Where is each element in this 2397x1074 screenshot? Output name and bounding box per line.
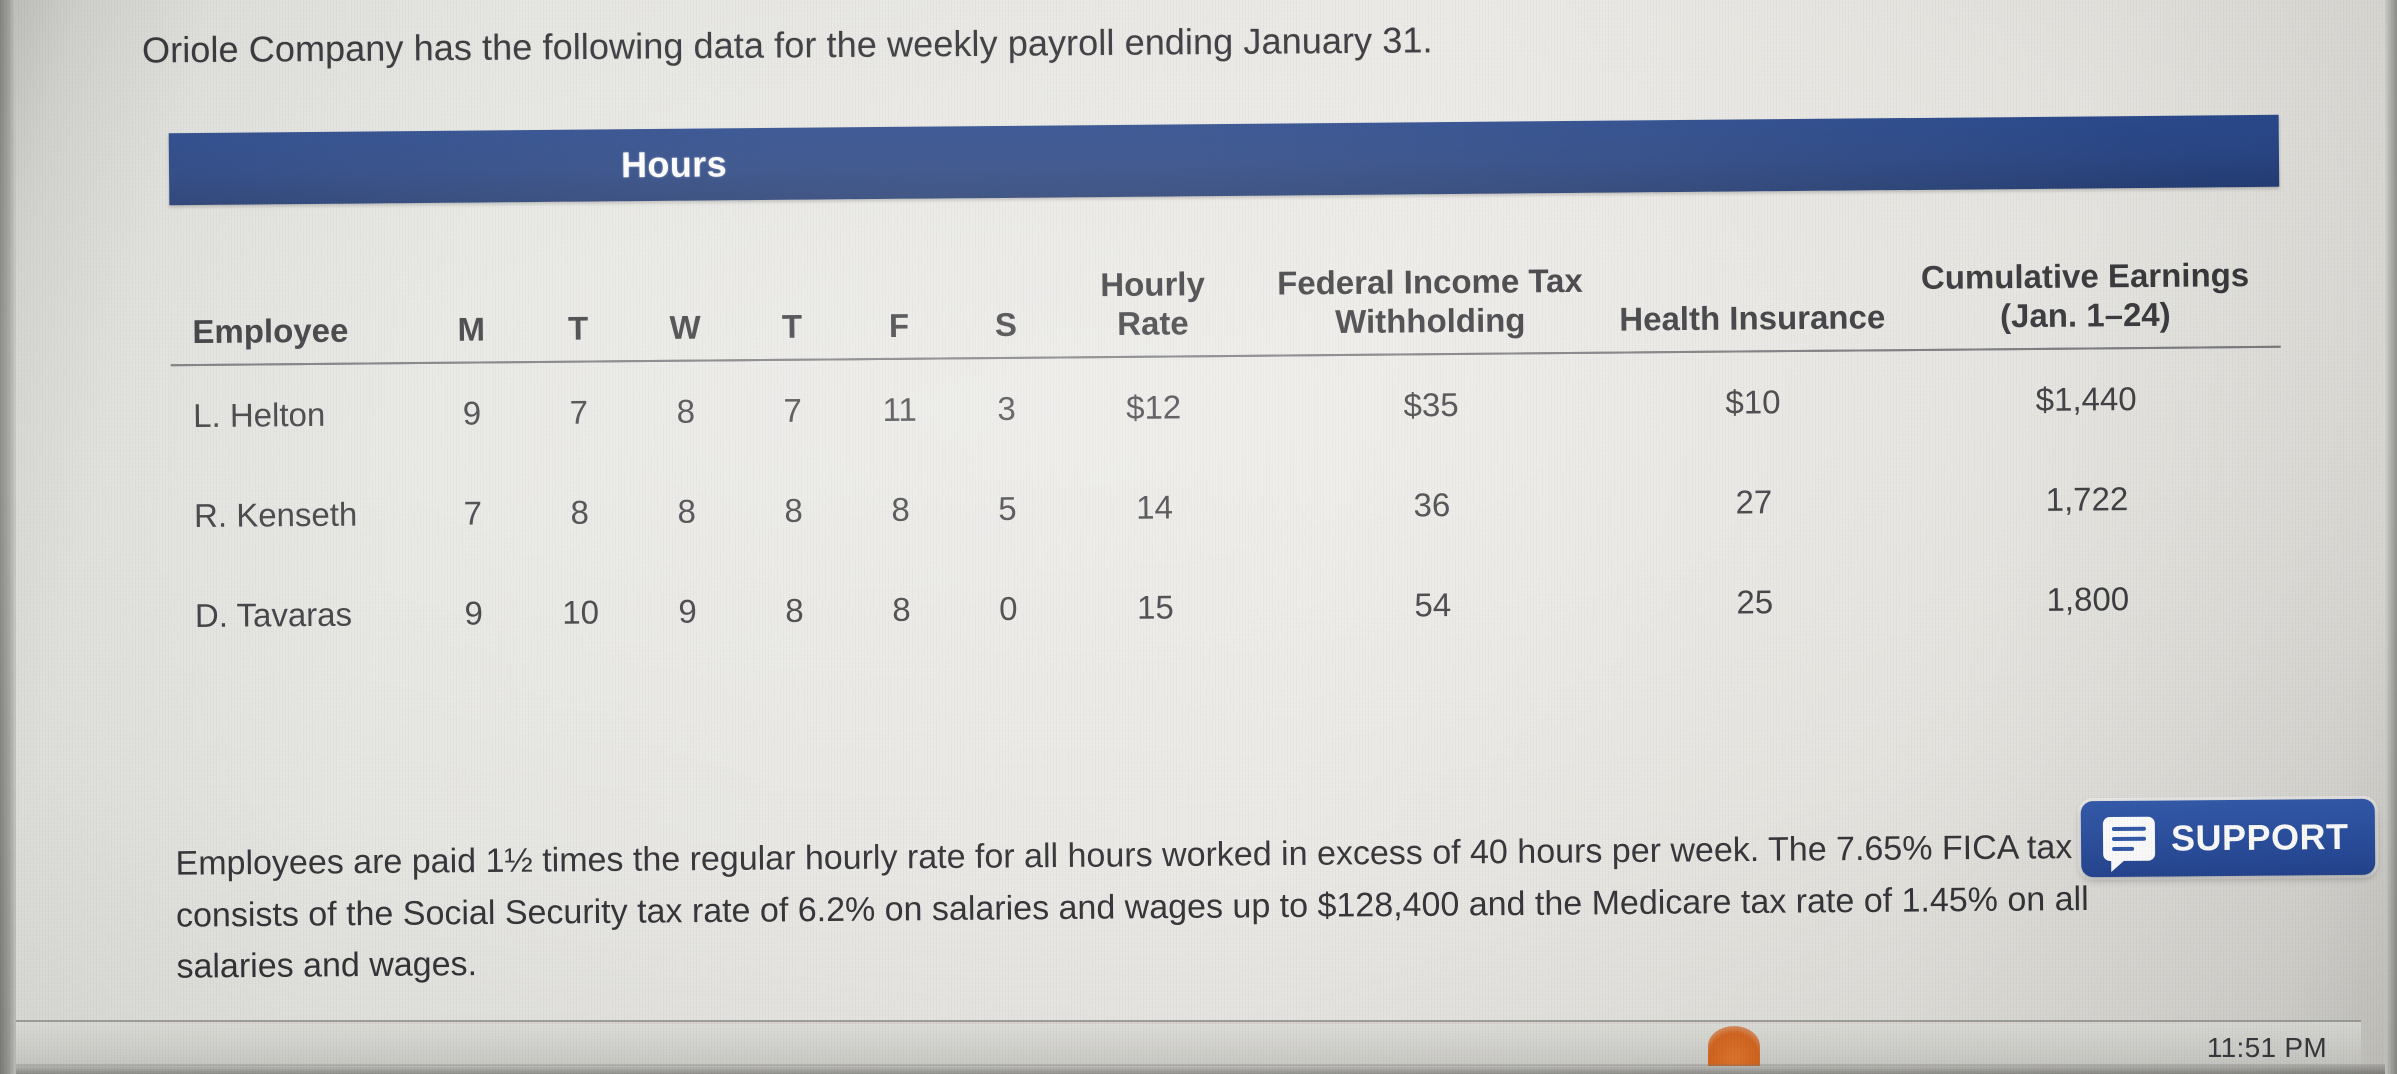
cell-hourly-rate: $12 [1125,388,1182,426]
monitor-bezel-left [0,0,16,1074]
question-prompt: Oriole Company has the following data fo… [141,19,1433,71]
monitor-bezel-right [2385,0,2397,1074]
cell-tuesday: 8 [570,493,590,531]
chat-bubble-icon [2103,816,2156,862]
col-header-hourly-rate: Hourly Rate [1058,195,1247,358]
cell-monday: 9 [464,594,484,632]
cell-cumulative-earnings: 1,722 [2045,479,2129,518]
cell-thursday: 8 [785,591,804,629]
cell-friday: 11 [882,390,917,428]
page-content: Oriole Company has the following data fo… [16,0,2376,1066]
cell-saturday: 0 [999,589,1018,627]
footnote-text: Employees are paid 1½ times the regular … [175,827,2141,987]
cell-cumulative-earnings: $1,440 [2035,380,2137,418]
cell-friday: 8 [891,490,910,528]
cell-hourly-rate: 15 [1136,588,1174,626]
cell-wednesday: 8 [676,392,696,430]
hours-group-header-label: Hours [620,143,728,186]
cell-hourly-rate: 14 [1136,488,1174,526]
support-button[interactable]: SUPPORT [2081,798,2376,878]
taskbar-app-indicator[interactable] [1708,1026,1760,1066]
cell-tuesday: 10 [562,593,600,631]
col-header-friday: F [844,198,953,360]
cell-monday: 9 [462,394,482,432]
cell-wednesday: 9 [678,592,697,630]
col-header-health-insurance: Health Insurance [1613,190,1891,353]
support-button-label: SUPPORT [2171,815,2350,859]
cell-health-insurance: 27 [1735,483,1773,521]
cell-thursday: 8 [784,491,803,529]
monitor-bezel-bottom [0,1064,2397,1074]
cell-employee: R. Kenseth [193,495,358,534]
cell-monday: 7 [463,494,483,532]
cell-tuesday: 7 [569,393,589,431]
cell-saturday: 3 [997,389,1016,427]
table-row: D. Tavaras 9 10 9 8 8 0 15 54 25 1,800 [172,547,2283,665]
table-header-row: Employee M T W T F S Hourly Rate Federal… [169,186,2281,366]
col-header-thursday: T [737,199,846,361]
col-header-wednesday: W [630,200,739,362]
col-header-federal-income-tax-withholding: Federal Income Tax Withholding [1245,192,1615,356]
cell-health-insurance: 25 [1736,582,1774,621]
col-header-saturday: S [951,197,1060,359]
taskbar: 11:51 PM [16,1020,2361,1066]
cell-employee: L. Helton [193,395,326,435]
payroll-table: Employee M T W T F S Hourly Rate Federal… [169,186,2283,666]
cell-federal-tax: 54 [1414,585,1452,624]
cell-wednesday: 8 [677,492,697,530]
taskbar-clock: 11:51 PM [2206,1032,2327,1063]
table-row: L. Helton 9 7 8 7 11 3 $12 $35 $10 $1,44… [171,347,2282,466]
cell-cumulative-earnings: 1,800 [2046,579,2130,618]
col-header-employee: Employee [169,203,419,366]
col-header-monday: M [416,202,525,364]
cell-health-insurance: $10 [1725,383,1781,421]
cell-federal-tax: 36 [1413,485,1451,524]
cell-federal-tax: $35 [1403,385,1459,424]
col-header-cumulative-earnings: Cumulative Earnings (Jan. 1–24) [1889,186,2281,351]
cell-friday: 8 [892,590,911,628]
payroll-table-card: Hours Employee M T W T F S [168,114,2284,666]
cell-thursday: 7 [783,391,803,429]
col-header-tuesday: T [523,201,632,363]
cell-employee: D. Tavaras [194,595,353,634]
table-row: R. Kenseth 7 8 8 8 8 5 14 36 27 1,722 [172,448,2283,566]
cell-saturday: 5 [998,489,1017,527]
